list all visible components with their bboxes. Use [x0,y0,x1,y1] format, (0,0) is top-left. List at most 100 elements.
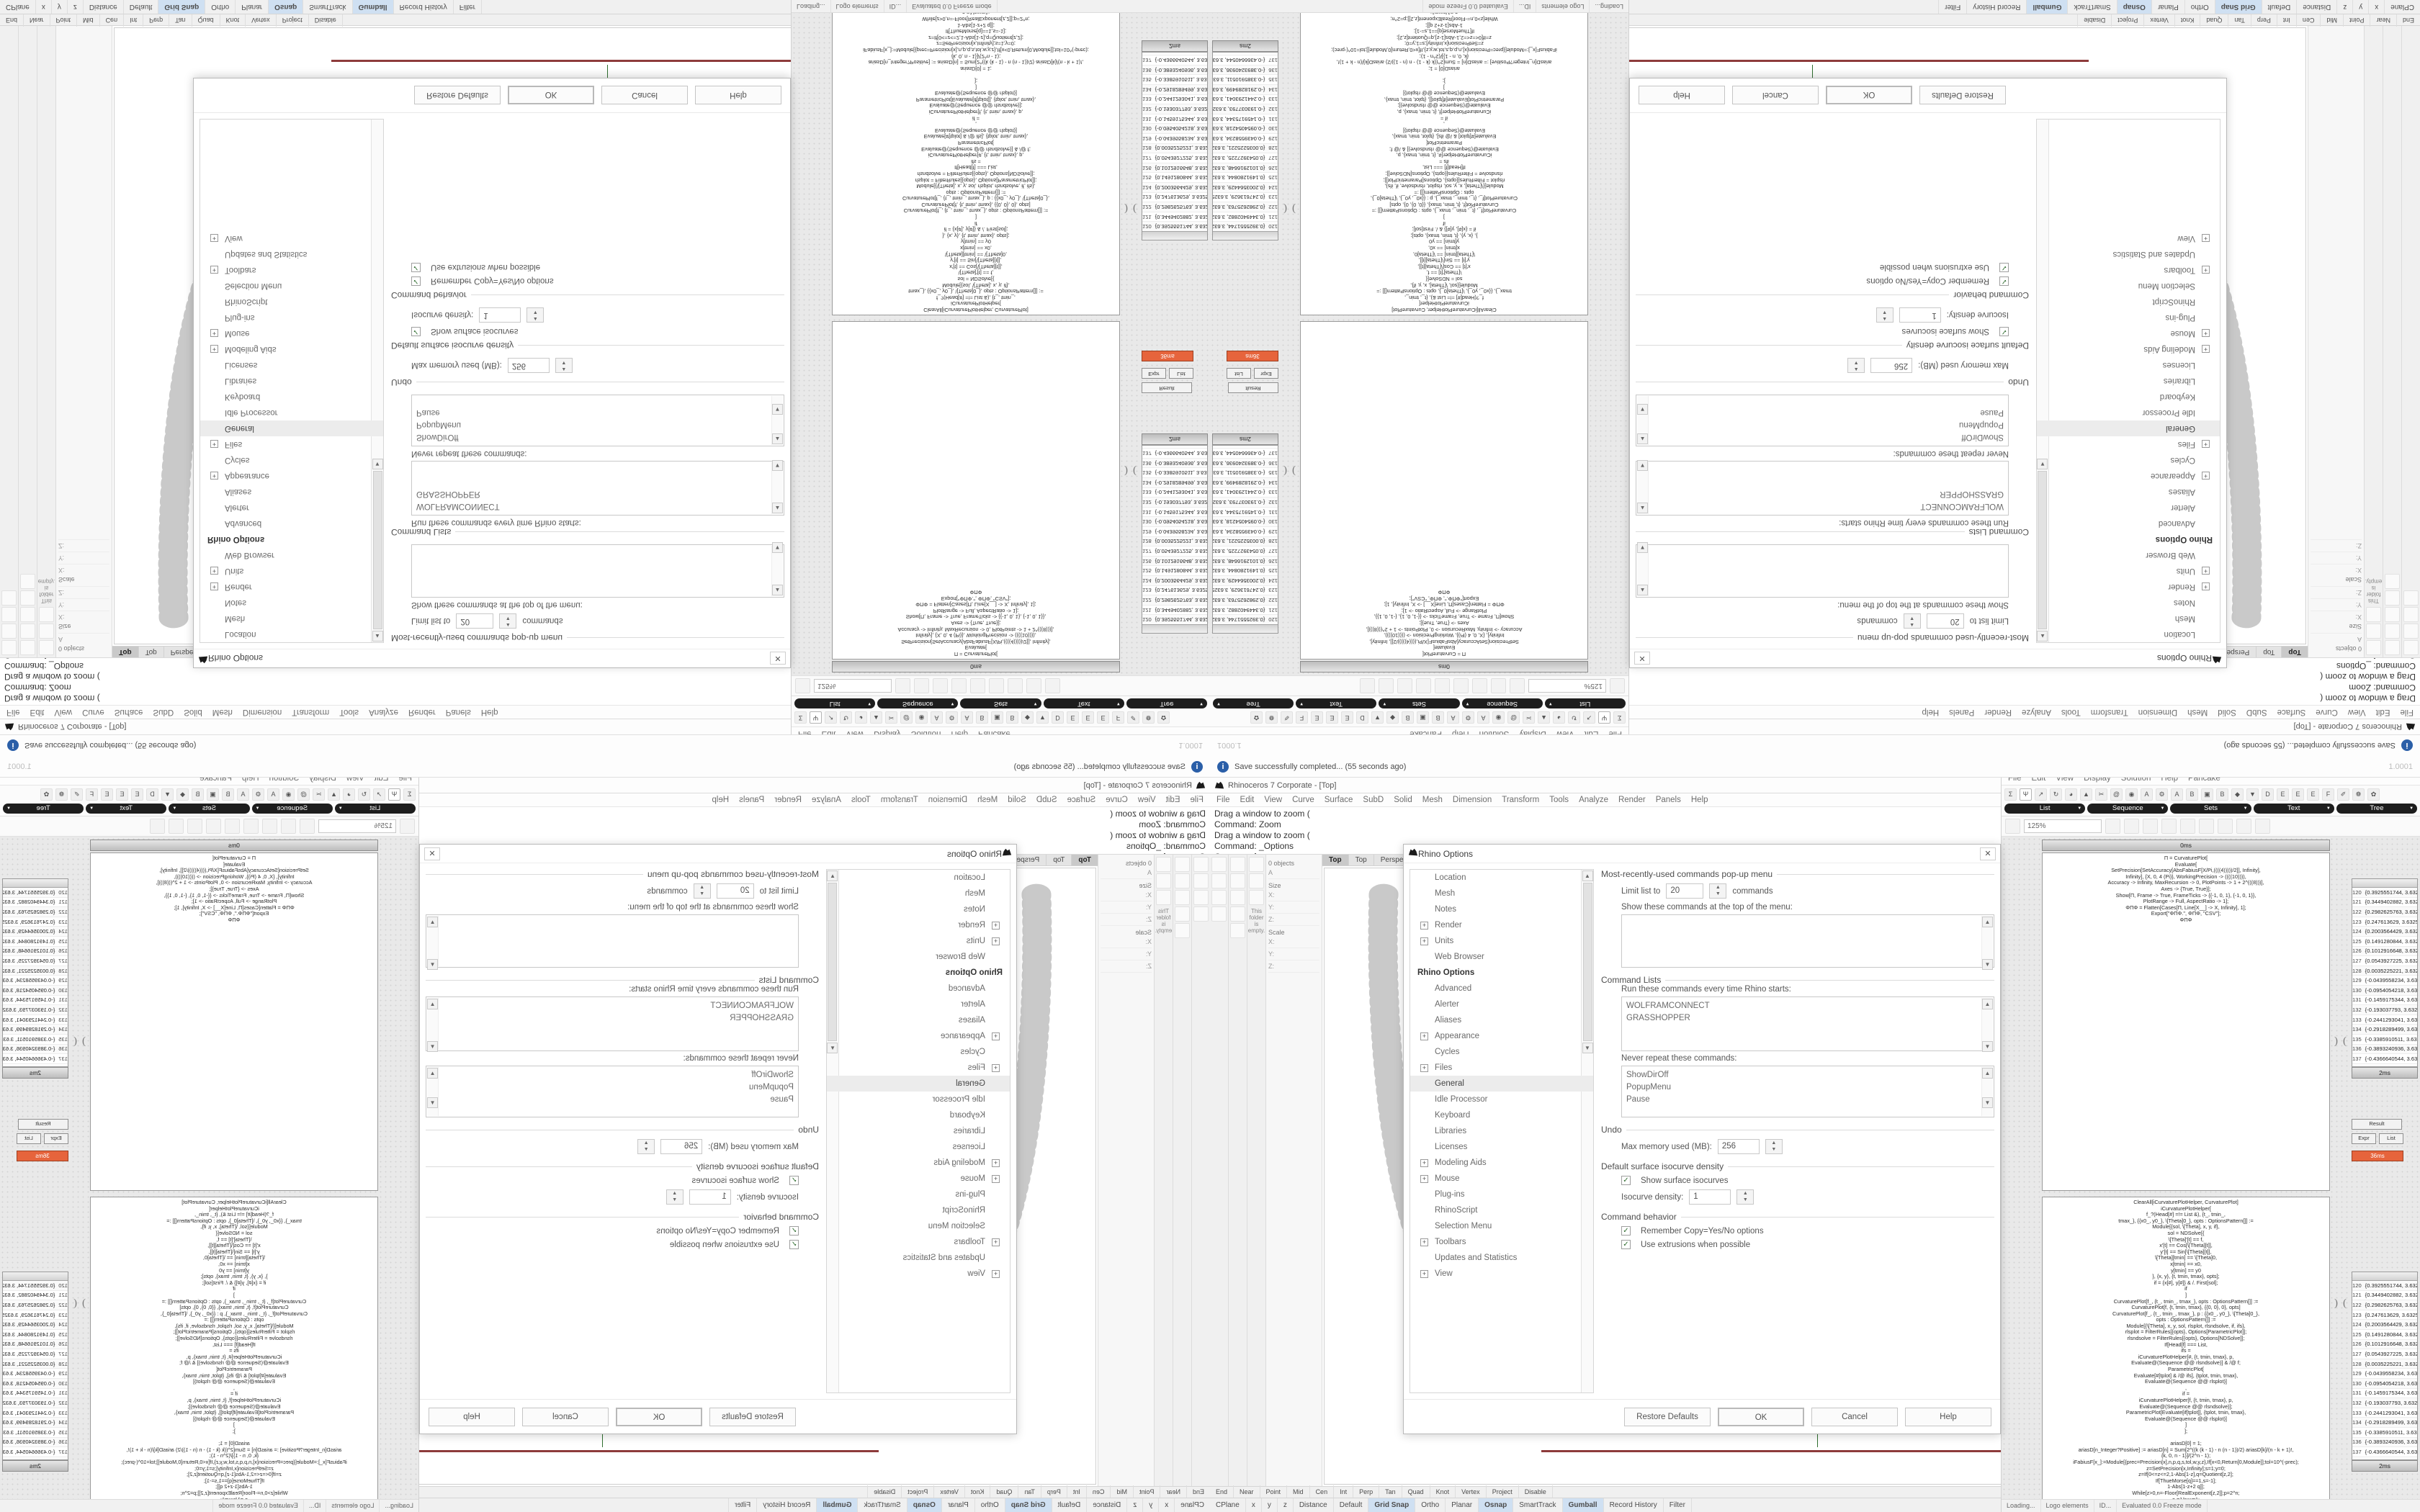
psi-icon[interactable]: Ψ [810,711,822,724]
menu-file[interactable]: File [2400,708,2414,716]
check-icon[interactable] [20,574,35,589]
gumball-icon[interactable] [1193,857,1209,872]
isocurve-density-stepper[interactable]: ▲ ▼ [526,307,544,323]
use-extrusions-checkbox[interactable]: ✓ [1999,263,2009,272]
bird-icon[interactable] [20,640,35,655]
menu-panels[interactable]: Panels [1655,796,1681,804]
options-tree-item-units[interactable]: + Units [827,933,1010,949]
isocurve-density-input[interactable]: 1 [1899,307,1941,323]
close-icon[interactable]: ✕ [1634,652,1650,665]
listbox-scrollbar[interactable]: ▲ ▼ [1637,396,1649,445]
param-list[interactable]: List [1169,368,1193,379]
status-record-history[interactable]: Record History [393,0,454,14]
profiler-icon[interactable] [2161,819,2177,834]
scroll-up-icon[interactable]: ▲ [772,433,783,444]
undo-memory-input[interactable]: 256 [1870,358,1913,373]
restore-defaults-button[interactable]: Restore Defaults [1919,86,2006,105]
isocurve-density-input[interactable]: 1 [479,307,521,323]
help-button[interactable]: Help [1905,1407,1991,1426]
osnap-end[interactable]: End [1210,1485,1234,1499]
result-table-lower[interactable]: 120{0.3925551744, 3.6322591437, 0.0}121{… [1212,52,1278,240]
scissors-icon[interactable]: ✂ [1523,711,1535,724]
never-repeat-showdiroff[interactable]: ShowDirOff [416,433,459,441]
ant-icon[interactable]: ❁ [1265,711,1278,724]
param-expr[interactable]: Expr [1142,368,1166,379]
options-tree-item-mesh[interactable]: Mesh [2037,611,2220,626]
menu-view[interactable]: View [1137,796,1156,804]
letter-e3-icon[interactable]: E [2307,788,2319,801]
options-tree-item-selection-menu[interactable]: Selection Menu [1410,1218,1593,1234]
fit-view-icon[interactable] [1510,678,1525,693]
scale-z[interactable]: Z: [58,539,109,552]
result-table-upper[interactable]: 120{0.3925551744, 3.6322591437, 0.0}121{… [2352,878,2418,1067]
letter-e-icon[interactable]: E [2277,788,2289,801]
options-tree-item-alerter[interactable]: Alerter [1410,996,1593,1012]
expand-plus-icon[interactable]: + [210,266,218,274]
options-tree-item-mesh[interactable]: Mesh [827,886,1010,901]
options-tree[interactable]: ▲ ▼ Location Mesh Notes + Render + Units Web Br… [200,119,384,643]
options-tree-item-toolbars[interactable]: + Toolbars [2037,262,2220,278]
fit-view-icon[interactable] [895,678,910,693]
never-repeat-pause[interactable]: Pause [416,408,440,417]
ribbon-tab-sets[interactable]: Sets [2170,804,2251,814]
menu-edit[interactable]: Edit [2375,708,2390,716]
cone-icon[interactable]: ▲ [328,788,340,801]
options-tree-item-libraries[interactable]: Libraries [1410,1123,1593,1139]
scroll-up-icon[interactable]: ▲ [772,503,783,513]
result-table-lower[interactable]: 120{0.3925551744, 3.6322591437, 0.0}121{… [1142,52,1208,240]
menu-mesh[interactable]: Mesh [212,708,233,716]
size-z[interactable]: Z: [2311,586,2362,598]
gha-icon[interactable] [1379,678,1394,693]
expand-plus-icon[interactable]: + [992,1238,1000,1246]
expand-plus-icon[interactable]: + [2202,266,2210,274]
options-tree-item-advanced[interactable]: Advanced [2037,516,2220,531]
options-tree-item-advanced[interactable]: Advanced [1410,981,1593,996]
grasshopper-canvas[interactable]: 0ms Π = CurvaturePlot[ Evaluate[ SetPrec… [2002,837,2420,1499]
rhino-toolbar-column-3[interactable]: This folder is empty. [1154,855,1173,1486]
ribbon-tabs[interactable]: List Sequence Sets Text Tree [1212,696,1626,710]
param-result[interactable]: Result [1228,382,1278,393]
size-x[interactable]: X: [1268,889,1319,901]
show-isocurves-checkbox[interactable]: ✓ [1999,327,2009,336]
listbox-scrollbar[interactable]: ▲ ▼ [1981,1067,1993,1116]
expand-plus-icon[interactable]: + [992,937,1000,945]
never-repeat-pause[interactable]: Pause [1980,408,2004,417]
check-icon[interactable] [2385,574,2400,589]
status-smarttrack[interactable]: SmartTrack [303,0,353,14]
scissors-icon[interactable]: ✂ [885,711,897,724]
remember-copy-checkbox[interactable]: ✓ [411,276,421,286]
code-panel-upper[interactable]: Π = CurvaturePlot[ Evaluate[ SetPrecisio… [1300,321,1588,660]
size-y[interactable]: Y: [2311,598,2362,611]
expand-arrow-icon[interactable] [39,607,54,622]
options-tree-item-files[interactable]: + Files [2037,436,2220,452]
never-repeat-pause[interactable]: Pause [1626,1095,1650,1104]
options-tree-item-modeling-aids[interactable]: + Modeling Aids [2037,341,2220,357]
status-ortho[interactable]: Ortho [2184,0,2215,14]
status-record-history[interactable]: Record History [1604,1498,1664,1512]
size-x[interactable]: X: [58,611,109,623]
preview-eye-icon[interactable] [281,819,296,834]
sigma-icon[interactable]: Σ [1613,711,1626,724]
save-icon[interactable] [1610,678,1625,693]
param-expr[interactable]: Expr [44,1133,68,1144]
options-tree-item-mouse[interactable]: + Mouse [2037,325,2220,341]
osnap-vertex[interactable]: Vertex [1456,1485,1487,1499]
rhino-icon[interactable]: ◆ [2231,788,2244,801]
options-tree-item-appearance[interactable]: + Appearance [1410,1028,1593,1044]
options-tree-item-render[interactable]: + Render [1410,917,1593,933]
fit-view-icon[interactable] [2105,819,2120,834]
options-tree-item-updates-and-statistics[interactable]: Updates and Statistics [827,1250,1010,1266]
blob-icon[interactable]: ◕ [1553,711,1565,724]
never-repeat-showdiroff[interactable]: ShowDirOff [1626,1071,1669,1079]
options-tree-item-aliases[interactable]: Aliases [200,484,383,500]
arrow-icon[interactable]: ↗ [1583,711,1595,724]
blob-icon[interactable]: ◕ [855,711,867,724]
osnap-int[interactable]: Int [2276,13,2296,27]
options-tree-item-notes[interactable]: Notes [200,595,383,611]
status-ortho[interactable]: Ortho [205,0,236,14]
letter-b2-icon[interactable]: B [1006,711,1018,724]
preview-eye-icon[interactable] [1491,678,1506,693]
menu-solid[interactable]: Solid [2218,708,2236,716]
show-commands-listbox[interactable]: ▲ ▼ [411,542,784,598]
ribbon-tab-list[interactable]: List [794,698,876,708]
